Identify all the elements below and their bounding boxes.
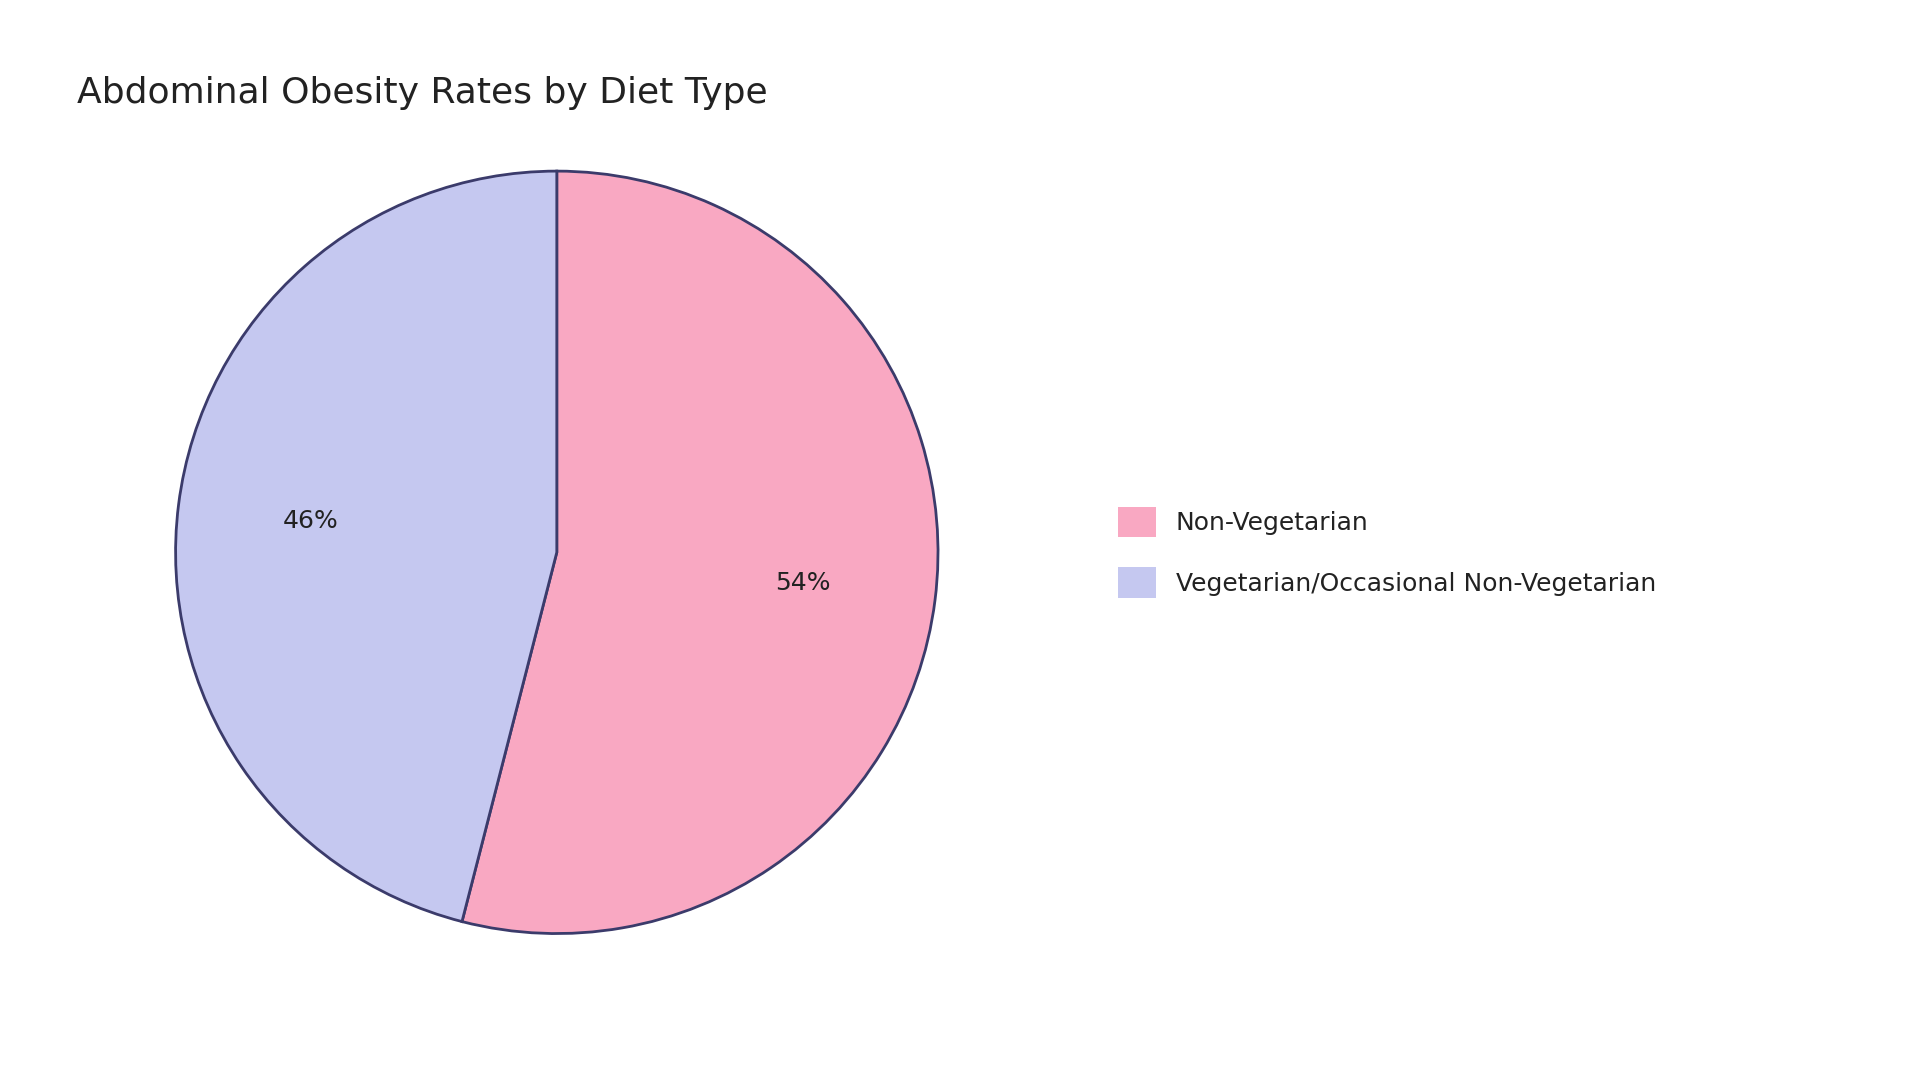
Legend: Non-Vegetarian, Vegetarian/Occasional Non-Vegetarian: Non-Vegetarian, Vegetarian/Occasional No… xyxy=(1094,482,1682,623)
Text: Abdominal Obesity Rates by Diet Type: Abdominal Obesity Rates by Diet Type xyxy=(77,76,768,109)
Wedge shape xyxy=(463,171,939,934)
Text: 46%: 46% xyxy=(282,509,338,533)
Text: 54%: 54% xyxy=(776,572,829,596)
Wedge shape xyxy=(175,171,557,922)
